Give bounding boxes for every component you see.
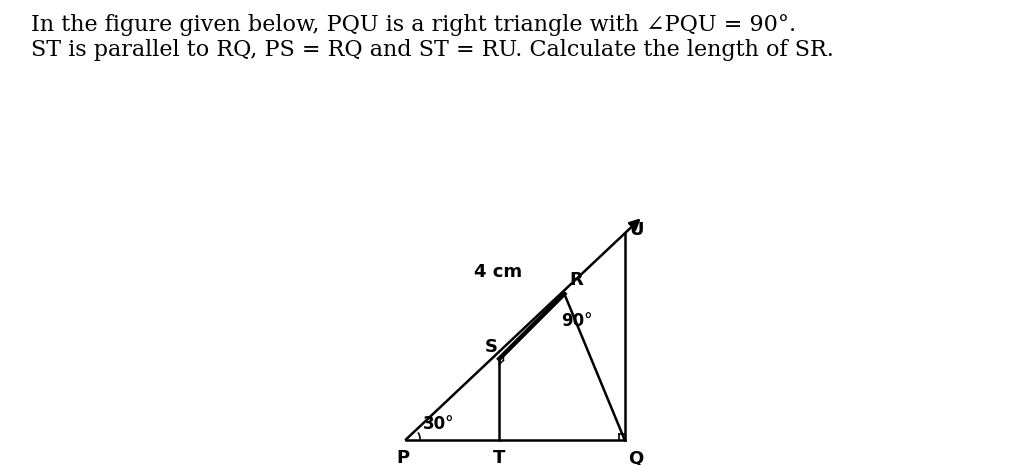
Text: T: T <box>494 449 506 465</box>
Text: Q: Q <box>628 449 643 465</box>
Text: 4 cm: 4 cm <box>474 263 522 281</box>
Text: 90°: 90° <box>561 312 593 330</box>
Text: In the figure given below, PQU is a right triangle with ∠PQU = 90°.
ST is parall: In the figure given below, PQU is a righ… <box>31 14 834 61</box>
Text: R: R <box>569 271 583 289</box>
Text: U: U <box>630 221 644 239</box>
Text: P: P <box>396 449 410 465</box>
Text: 30°: 30° <box>423 415 455 433</box>
Text: S: S <box>484 338 498 356</box>
